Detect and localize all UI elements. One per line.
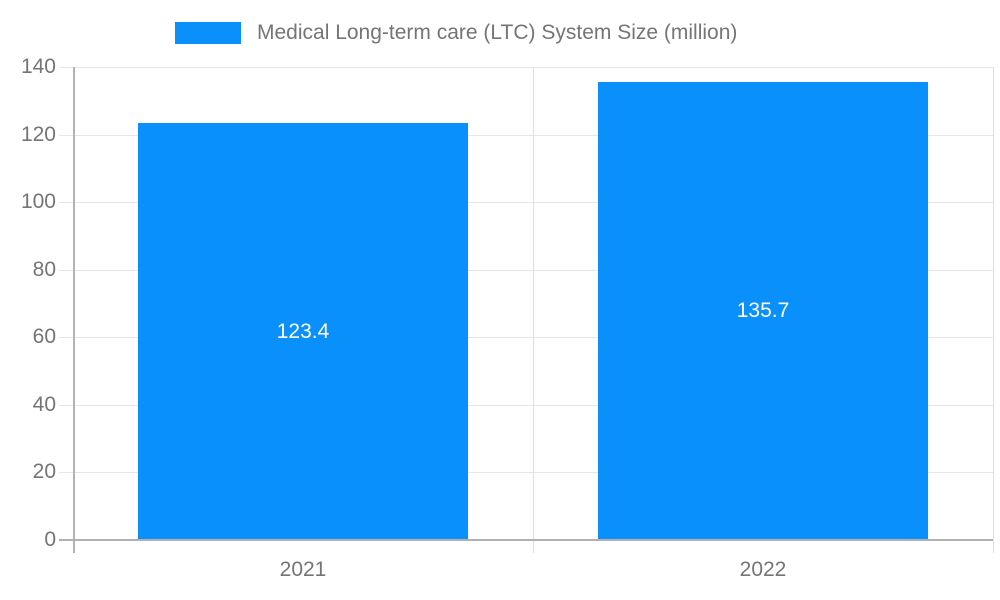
y-tick-label: 60 — [32, 325, 56, 348]
y-tick-label: 40 — [32, 393, 56, 416]
category-boundary-line — [533, 67, 534, 553]
y-tick-label: 20 — [32, 460, 56, 483]
legend: Medical Long-term care (LTC) System Size… — [175, 16, 737, 50]
x-tick-label: 2022 — [739, 558, 787, 581]
x-axis-line — [59, 539, 993, 541]
x-tick-label: 2021 — [279, 558, 327, 581]
gridline — [59, 202, 993, 203]
gridline — [59, 337, 993, 338]
gridline — [59, 135, 993, 136]
gridline — [59, 270, 993, 271]
legend-label: Medical Long-term care (LTC) System Size… — [257, 21, 738, 44]
gridline — [59, 472, 993, 473]
gridline — [59, 405, 993, 406]
y-tick-label: 140 — [20, 55, 56, 78]
gridline — [59, 67, 993, 68]
bar-value-label: 135.7 — [736, 299, 790, 322]
bar-value-label: 123.4 — [276, 320, 330, 343]
y-tick-label: 80 — [32, 258, 56, 281]
y-axis-line — [73, 67, 75, 553]
bar-2021[interactable] — [138, 123, 468, 540]
plot-right-border — [993, 67, 994, 553]
y-tick-label: 100 — [20, 190, 56, 213]
y-tick-label: 0 — [44, 528, 56, 551]
bar-2022[interactable] — [598, 82, 928, 540]
legend-swatch — [175, 22, 241, 44]
y-tick-label: 120 — [20, 123, 56, 146]
